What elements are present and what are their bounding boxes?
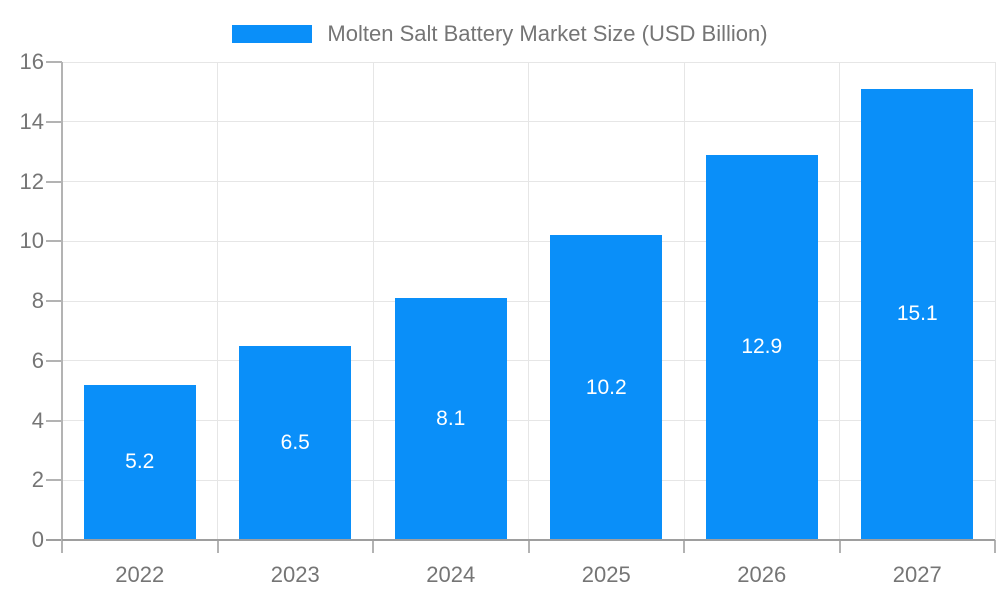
bar-value-label: 5.2 <box>125 450 155 474</box>
x-axis-label: 2022 <box>115 562 165 587</box>
bar[interactable] <box>861 88 974 540</box>
bar[interactable] <box>394 298 507 540</box>
y-axis-label: 8 <box>31 288 44 313</box>
y-axis-tick <box>46 359 62 362</box>
y-axis-tick <box>46 61 62 63</box>
y-axis-label: 14 <box>19 108 44 134</box>
bar-value-label: 6.5 <box>280 430 310 454</box>
y-axis-tick <box>46 180 62 183</box>
y-axis-label: 4 <box>31 407 44 433</box>
y-axis-tick <box>46 479 62 482</box>
gridline-vertical <box>217 62 218 540</box>
bar[interactable] <box>83 384 196 540</box>
gridline-vertical <box>839 62 840 540</box>
y-axis-label: 12 <box>19 168 44 194</box>
y-axis-label: 0 <box>31 527 44 552</box>
y-axis-tick <box>46 300 62 302</box>
x-axis-tick <box>683 540 685 553</box>
y-axis-tick <box>46 240 62 243</box>
y-axis-line <box>61 62 63 540</box>
x-axis-tick <box>372 540 374 553</box>
y-axis-tick <box>46 419 62 422</box>
gridline-vertical <box>528 62 529 540</box>
gridline-vertical <box>683 62 685 540</box>
x-axis-tick <box>994 540 996 553</box>
x-axis-label: 2027 <box>892 562 942 587</box>
legend-swatch <box>232 25 313 43</box>
bar-value-label: 15.1 <box>896 302 938 326</box>
y-axis-label: 16 <box>19 49 44 74</box>
gridline-vertical <box>994 62 996 540</box>
x-axis-label: 2026 <box>737 562 787 587</box>
x-axis-tick <box>838 540 841 553</box>
bar-value-label: 8.1 <box>436 407 466 430</box>
x-axis-label: 2024 <box>426 562 476 587</box>
y-axis-tick <box>46 120 62 123</box>
y-axis-label: 10 <box>19 228 44 254</box>
gridline-vertical <box>372 62 374 540</box>
x-axis-label: 2025 <box>581 562 631 587</box>
y-axis-label: 2 <box>31 467 44 493</box>
y-axis-tick <box>46 539 62 541</box>
bar[interactable] <box>550 235 663 540</box>
x-baseline <box>62 539 995 541</box>
bar-value-label: 10.2 <box>585 375 627 399</box>
bar-value-label: 12.9 <box>741 335 783 359</box>
legend-label: Molten Salt Battery Market Size (USD Bil… <box>327 21 768 46</box>
legend: Molten Salt Battery Market Size (USD Bil… <box>0 20 1000 48</box>
x-axis-label: 2023 <box>270 562 320 587</box>
x-axis-tick <box>527 540 530 553</box>
x-axis-tick <box>216 540 219 553</box>
y-axis-label: 6 <box>31 347 44 373</box>
bar[interactable] <box>705 154 818 540</box>
x-axis-tick <box>61 540 63 553</box>
bar[interactable] <box>239 345 352 540</box>
